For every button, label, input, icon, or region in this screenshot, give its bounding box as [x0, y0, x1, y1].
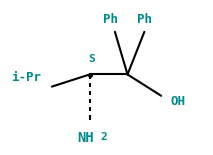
- Text: 2: 2: [100, 132, 107, 142]
- Text: Ph: Ph: [103, 13, 118, 26]
- Text: S: S: [88, 54, 95, 64]
- Text: OH: OH: [170, 95, 186, 108]
- Text: NH: NH: [77, 131, 94, 145]
- Text: i-Pr: i-Pr: [12, 71, 42, 84]
- Text: Ph: Ph: [137, 13, 152, 26]
